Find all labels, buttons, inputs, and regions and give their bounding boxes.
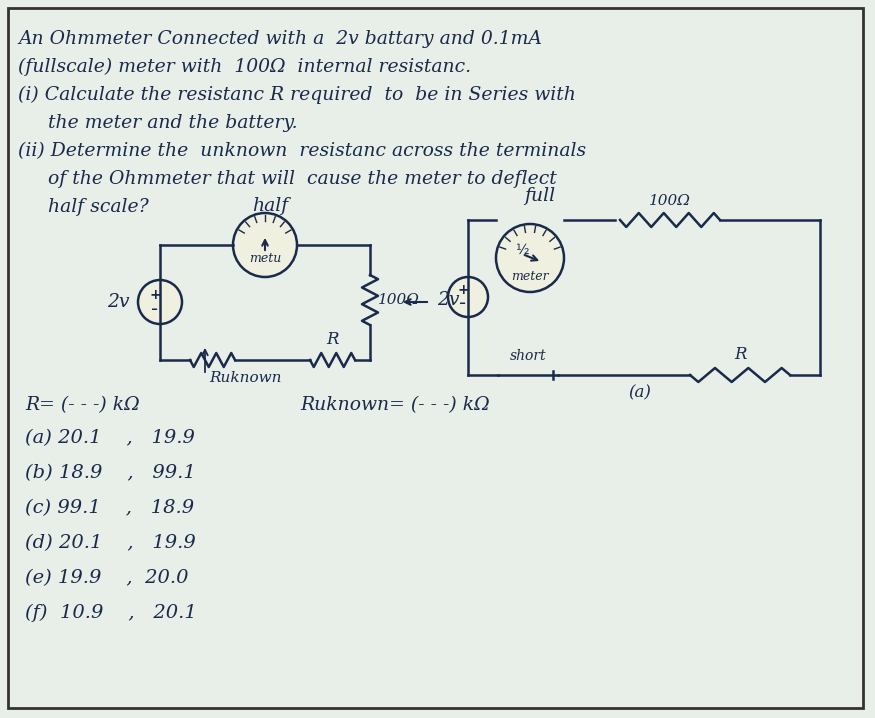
Text: meter: meter xyxy=(511,269,549,282)
Text: Ruknown= (- - -) kΩ: Ruknown= (- - -) kΩ xyxy=(300,396,490,414)
Text: -: - xyxy=(151,299,158,319)
Circle shape xyxy=(138,280,182,324)
Text: full: full xyxy=(524,187,556,205)
Text: (a) 20.1    ,   19.9: (a) 20.1 , 19.9 xyxy=(25,429,195,447)
Text: +: + xyxy=(149,288,161,302)
Text: 2v: 2v xyxy=(108,293,130,311)
Text: half: half xyxy=(252,197,288,215)
Text: (e) 19.9    ,  20.0: (e) 19.9 , 20.0 xyxy=(25,569,188,587)
Circle shape xyxy=(496,224,564,292)
Text: R: R xyxy=(734,346,746,363)
Text: An Ohmmeter Connected with a  2v battary and 0.1mA: An Ohmmeter Connected with a 2v battary … xyxy=(18,30,542,48)
Text: (a): (a) xyxy=(628,384,651,401)
Text: (d) 20.1    ,   19.9: (d) 20.1 , 19.9 xyxy=(25,534,196,552)
Text: R= (- - -) kΩ: R= (- - -) kΩ xyxy=(25,396,140,414)
Text: ½: ½ xyxy=(515,243,528,257)
Text: -: - xyxy=(459,294,466,314)
Text: 100Ω: 100Ω xyxy=(649,194,691,208)
Text: of the Ohmmeter that will  cause the meter to deflect: of the Ohmmeter that will cause the mete… xyxy=(18,170,556,188)
Text: (fullscale) meter with  100Ω  internal resistanc.: (fullscale) meter with 100Ω internal res… xyxy=(18,58,471,76)
Text: (i) Calculate the resistanc R required  to  be in Series with: (i) Calculate the resistanc R required t… xyxy=(18,86,576,104)
Text: 100Ω: 100Ω xyxy=(378,293,420,307)
Text: (f)  10.9    ,   20.1: (f) 10.9 , 20.1 xyxy=(25,604,197,622)
Circle shape xyxy=(448,277,488,317)
Text: +: + xyxy=(458,283,469,297)
Text: Ruknown: Ruknown xyxy=(209,371,281,385)
Text: metu: metu xyxy=(248,253,281,266)
Text: R: R xyxy=(326,331,339,348)
Text: (ii) Determine the  unknown  resistanc across the terminals: (ii) Determine the unknown resistanc acr… xyxy=(18,142,586,160)
Text: the meter and the battery.: the meter and the battery. xyxy=(18,114,298,132)
Text: (c) 99.1    ,   18.9: (c) 99.1 , 18.9 xyxy=(25,499,194,517)
Circle shape xyxy=(233,213,297,277)
Text: (b) 18.9    ,   99.1: (b) 18.9 , 99.1 xyxy=(25,464,196,482)
Text: half scale?: half scale? xyxy=(18,198,149,216)
Text: 2v: 2v xyxy=(437,291,459,309)
Text: short: short xyxy=(509,349,546,363)
